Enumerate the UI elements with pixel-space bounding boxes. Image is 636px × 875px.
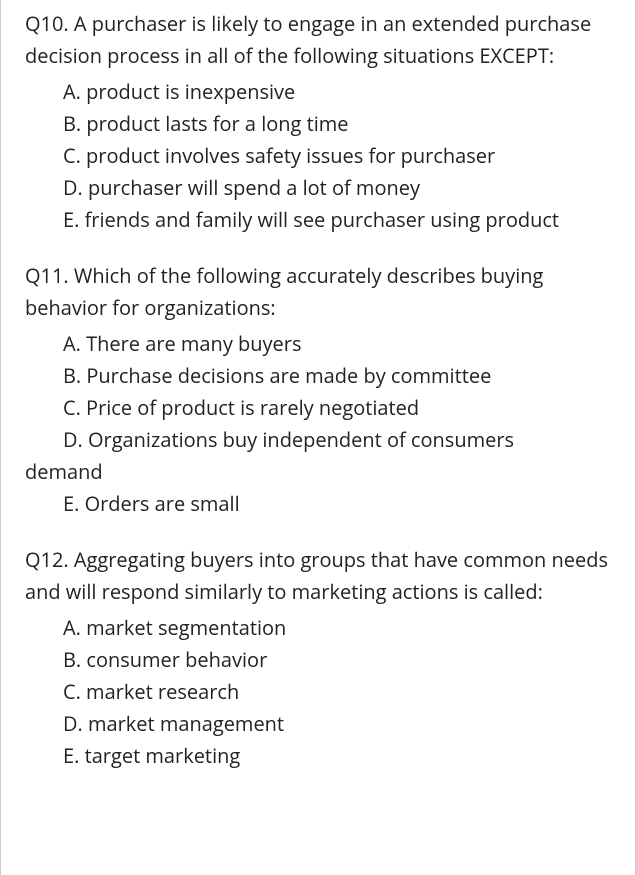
- option-a: A. market segmentation: [63, 612, 611, 644]
- options-list: A. There are many buyers B. Purchase dec…: [25, 328, 611, 520]
- option-d: D. market management: [63, 708, 611, 740]
- quiz-container: Q10. A purchaser is likely to engage in …: [0, 0, 636, 875]
- option-b: B. product lasts for a long time: [63, 108, 611, 140]
- option-d: D. purchaser will spend a lot of money: [63, 172, 611, 204]
- question-block-q11: Q11. Which of the following accurately d…: [25, 260, 611, 520]
- option-a: A. There are many buyers: [63, 328, 611, 360]
- option-c: C. product involves safety issues for pu…: [63, 140, 611, 172]
- option-e: E. target marketing: [63, 740, 611, 772]
- question-block-q12: Q12. Aggregating buyers into groups that…: [25, 544, 611, 772]
- options-list: A. product is inexpensive B. product las…: [25, 76, 611, 236]
- question-block-q10: Q10. A purchaser is likely to engage in …: [25, 8, 611, 236]
- option-c: C. market research: [63, 676, 611, 708]
- option-d: D. Organizations buy independent of cons…: [63, 424, 611, 456]
- options-list: A. market segmentation B. consumer behav…: [25, 612, 611, 772]
- question-stem: Q12. Aggregating buyers into groups that…: [25, 544, 611, 608]
- option-d-continuation: demand: [25, 456, 611, 488]
- option-a: A. product is inexpensive: [63, 76, 611, 108]
- option-e: E. Orders are small: [63, 488, 611, 520]
- option-e: E. friends and family will see purchaser…: [63, 204, 611, 236]
- question-stem: Q11. Which of the following accurately d…: [25, 260, 611, 324]
- question-stem: Q10. A purchaser is likely to engage in …: [25, 8, 611, 72]
- option-b: B. Purchase decisions are made by commit…: [63, 360, 611, 392]
- option-b: B. consumer behavior: [63, 644, 611, 676]
- option-c: C. Price of product is rarely negotiated: [63, 392, 611, 424]
